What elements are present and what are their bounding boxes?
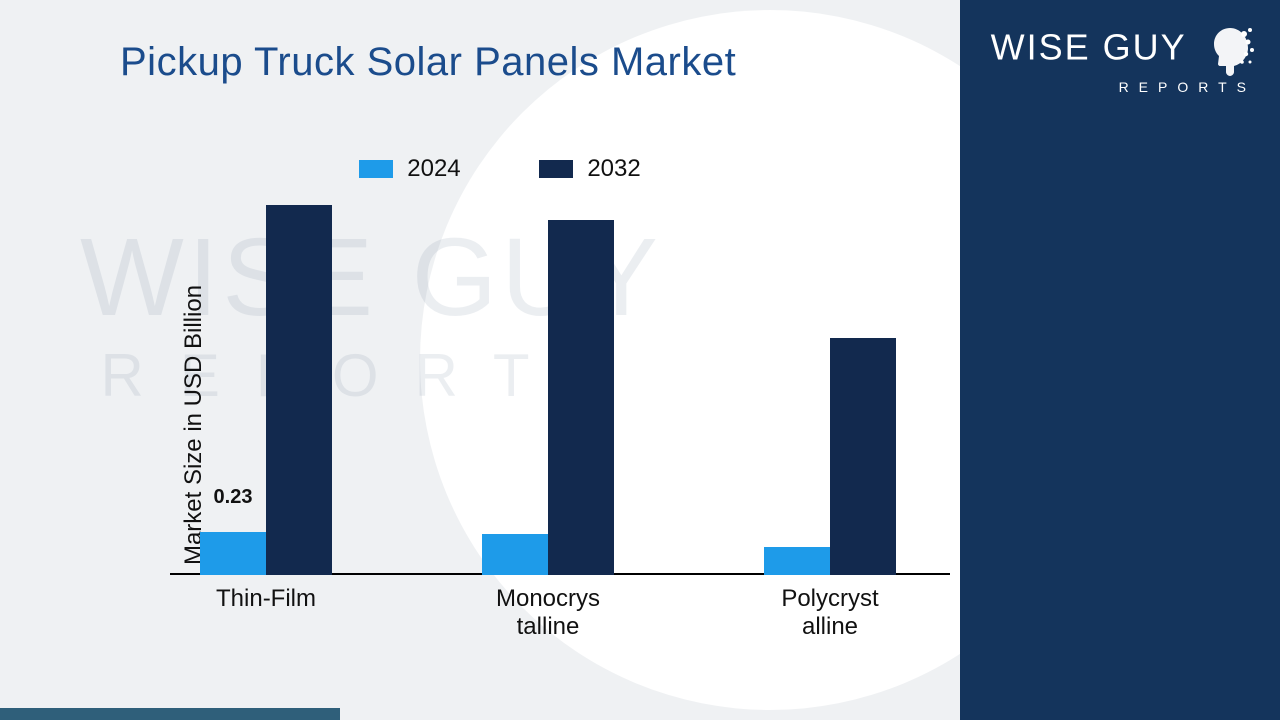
bar-2024: [200, 532, 266, 575]
legend-label-2032: 2032: [587, 155, 640, 183]
x-axis-category-label: Monocrystalline: [493, 585, 603, 640]
bar-2024: [482, 534, 548, 575]
chart: Market Size in USD Billion 2024 2032 Thi…: [50, 155, 950, 695]
legend-item-2024: 2024: [359, 155, 460, 183]
bar-2024: [764, 547, 830, 575]
brand-logo: WISE GUY REPORTS: [991, 24, 1256, 94]
bar-2032: [548, 220, 614, 575]
legend-item-2032: 2032: [539, 155, 640, 183]
page-title: Pickup Truck Solar Panels Market: [120, 40, 736, 85]
x-axis-category-label: Thin-Film: [211, 585, 321, 613]
bar-2032: [266, 205, 332, 575]
plot-area: Thin-FilmMonocrystallinePolycrystalline0…: [170, 205, 950, 575]
brand-name-bottom: REPORTS: [991, 80, 1256, 94]
legend: 2024 2032: [50, 155, 950, 185]
canvas: WISE GUY REPORTS Pickup Truck Solar Pane…: [0, 0, 1280, 720]
legend-swatch-2032: [539, 160, 573, 178]
brain-icon: [1204, 24, 1256, 76]
bottom-stripe: [0, 708, 340, 720]
bar-2032: [830, 338, 896, 575]
legend-label-2024: 2024: [407, 155, 460, 183]
x-axis-category-label: Polycrystalline: [775, 585, 885, 640]
brand-name-top: WISE GUY: [991, 27, 1186, 68]
legend-swatch-2024: [359, 160, 393, 178]
brand-side-panel: [960, 0, 1280, 720]
bar-value-label: 0.23: [214, 486, 253, 509]
